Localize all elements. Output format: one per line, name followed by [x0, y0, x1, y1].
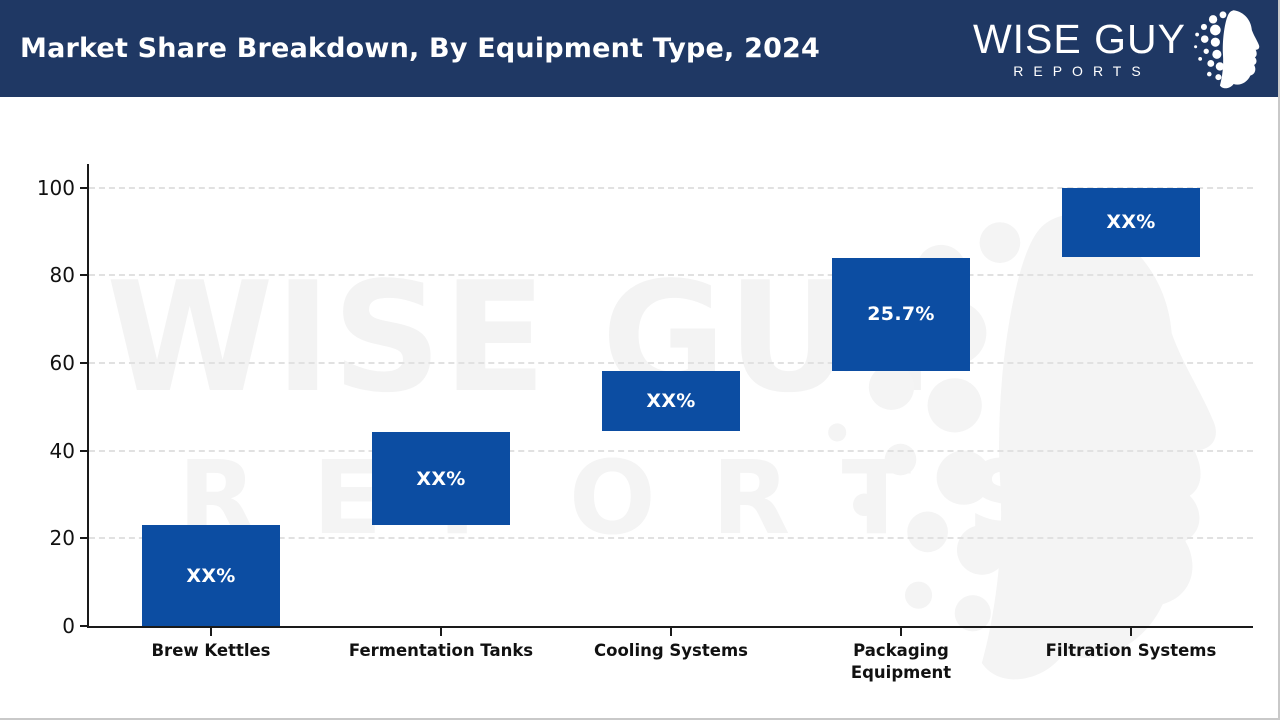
y-axis-tick-label: 80 — [49, 263, 75, 288]
bar-segment: XX% — [1062, 187, 1200, 257]
bar-segment: XX% — [372, 432, 510, 526]
x-axis-tick — [1130, 628, 1132, 636]
y-axis-tick — [80, 449, 88, 452]
bar-value-label: XX% — [646, 390, 696, 413]
x-axis-tick — [900, 628, 902, 636]
logo-wordmark-sub: REPORTS — [1013, 62, 1151, 79]
bar-segment: XX% — [142, 525, 280, 626]
y-axis-tick-label: 20 — [49, 526, 75, 551]
gridline — [89, 537, 1253, 540]
y-axis-tick-label: 0 — [62, 614, 75, 638]
y-axis-tick — [80, 361, 88, 364]
bar-segment: XX% — [602, 370, 740, 432]
watermark-wordmark-main: WISE GUY — [106, 249, 963, 426]
x-axis-tick — [210, 628, 212, 636]
bar-value-label: XX% — [186, 564, 236, 587]
gridline — [89, 449, 1253, 452]
y-axis-tick — [80, 625, 88, 627]
gridline — [89, 361, 1253, 364]
page-title: Market Share Breakdown, By Equipment Typ… — [20, 33, 821, 64]
bar-segment: 25.7% — [832, 258, 970, 371]
x-axis-tick-label: Filtration Systems — [1045, 641, 1217, 660]
x-axis-tick-label: Cooling Systems — [594, 641, 748, 660]
y-axis-tick-label: 40 — [49, 438, 75, 463]
header-bar: Market Share Breakdown, By Equipment Typ… — [0, 0, 1278, 97]
wiseguy-logo: WISE GUY REPORTS — [973, 7, 1264, 91]
logo-wordmark: WISE GUY REPORTS — [972, 15, 1186, 79]
x-axis-tick — [440, 628, 442, 636]
bar-value-label: 25.7% — [867, 303, 935, 326]
y-axis-tick — [80, 537, 88, 540]
x-axis-tick-label: Packaging Equipment — [850, 641, 952, 683]
bar-value-label: XX% — [1106, 211, 1156, 234]
logo-wordmark-main: WISE GUY — [972, 15, 1186, 62]
bar-value-label: XX% — [416, 467, 466, 490]
x-axis-tick-label: Fermentation Tanks — [348, 641, 534, 660]
logo-head-icon — [1194, 9, 1260, 88]
x-axis-tick-label: Brew Kettles — [151, 641, 271, 660]
y-axis-tick — [80, 186, 88, 189]
y-axis-tick-label: 100 — [36, 175, 75, 200]
x-axis-line — [87, 626, 1253, 628]
y-axis-line — [87, 164, 89, 628]
y-axis-tick — [80, 274, 88, 277]
y-axis-tick-label: 60 — [49, 350, 75, 375]
gridline — [89, 274, 1253, 277]
gridline — [89, 186, 1253, 189]
x-axis-tick — [670, 628, 672, 636]
